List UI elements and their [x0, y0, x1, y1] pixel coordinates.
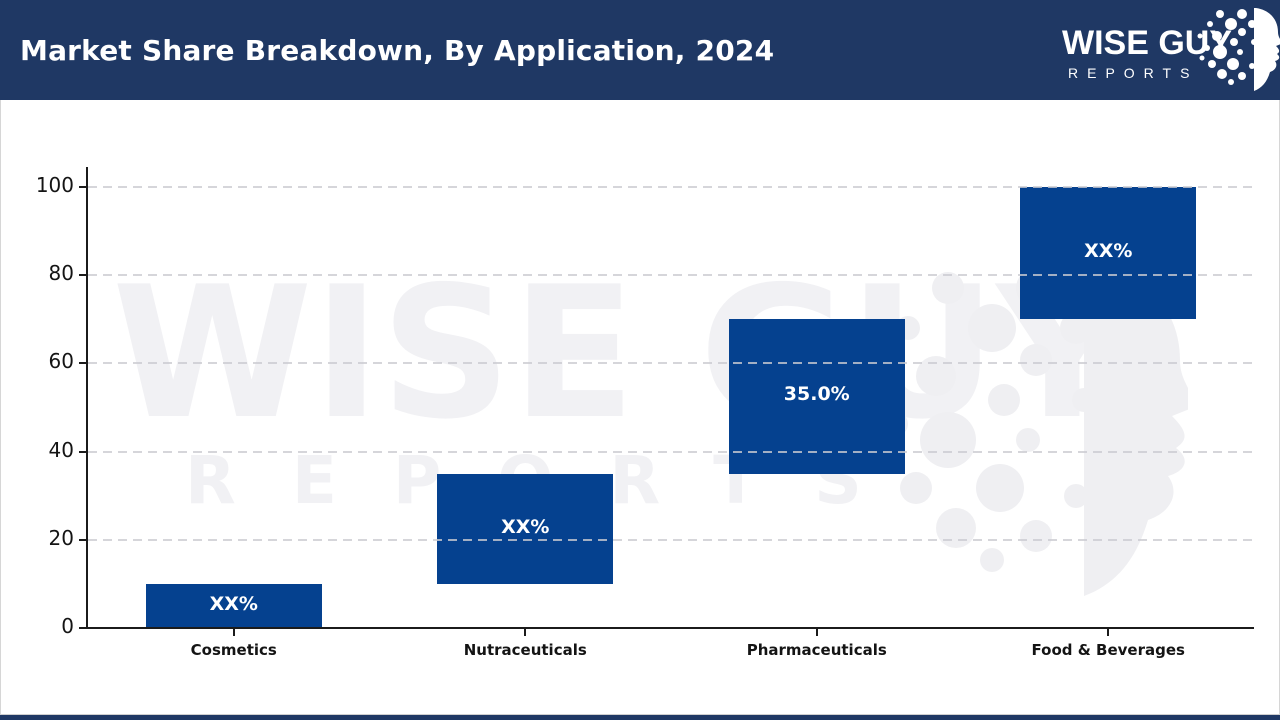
bar-value-label-1: XX%	[501, 515, 550, 538]
bar-value-label-0: XX%	[209, 592, 258, 615]
bar-value-label-3: XX%	[1084, 240, 1133, 263]
y-tick-label-100: 100	[35, 173, 74, 197]
chart-title: Market Share Breakdown, By Application, …	[20, 33, 775, 67]
x-axis-line	[86, 627, 1254, 629]
x-category-label-3: Food & Beverages	[1031, 641, 1185, 659]
y-tick-80	[79, 274, 87, 277]
y-tick-40	[79, 450, 87, 453]
bar-nutraceuticals	[437, 473, 614, 584]
y-tick-100	[79, 186, 87, 188]
header-bar: Market Share Breakdown, By Application, …	[0, 0, 1280, 100]
gridline-60	[88, 362, 1254, 365]
y-axis-line	[86, 167, 88, 629]
wise-guy-reports-logo: WISE GUY REPORTS	[1062, 8, 1280, 91]
x-tick-2	[815, 629, 818, 636]
x-category-label-1: Nutraceuticals	[463, 641, 587, 659]
x-category-label-0: Cosmetics	[190, 641, 277, 659]
x-tick-1	[524, 629, 527, 636]
y-tick-20	[79, 538, 87, 541]
gridline-80	[88, 274, 1254, 277]
bar-pharmaceuticals	[728, 319, 905, 474]
gridline-40	[88, 450, 1254, 453]
y-tick-label-0: 0	[61, 614, 74, 638]
y-tick-60	[79, 362, 87, 365]
x-tick-0	[232, 629, 235, 636]
y-tick-0	[79, 627, 87, 629]
y-tick-label-60: 60	[48, 349, 74, 374]
logo-line1: WISE GUY	[1062, 24, 1232, 62]
gridline-100	[88, 186, 1254, 188]
logo-face-icon	[1197, 8, 1280, 91]
logo-wordmark: WISE GUY REPORTS	[1062, 24, 1232, 81]
logo-face-profile	[1254, 8, 1280, 91]
logo-line2: REPORTS	[1068, 65, 1198, 81]
gridline-20	[88, 538, 1254, 541]
bar-cosmetics	[145, 583, 322, 628]
x-category-label-2: Pharmaceuticals	[746, 641, 887, 659]
y-tick-label-80: 80	[48, 261, 74, 286]
y-tick-label-20: 20	[48, 525, 74, 550]
x-tick-3	[1107, 629, 1110, 636]
y-tick-label-40: 40	[48, 437, 74, 462]
bar-value-label-2: 35.0%	[783, 383, 850, 406]
footer-accent-strip	[0, 715, 1280, 720]
